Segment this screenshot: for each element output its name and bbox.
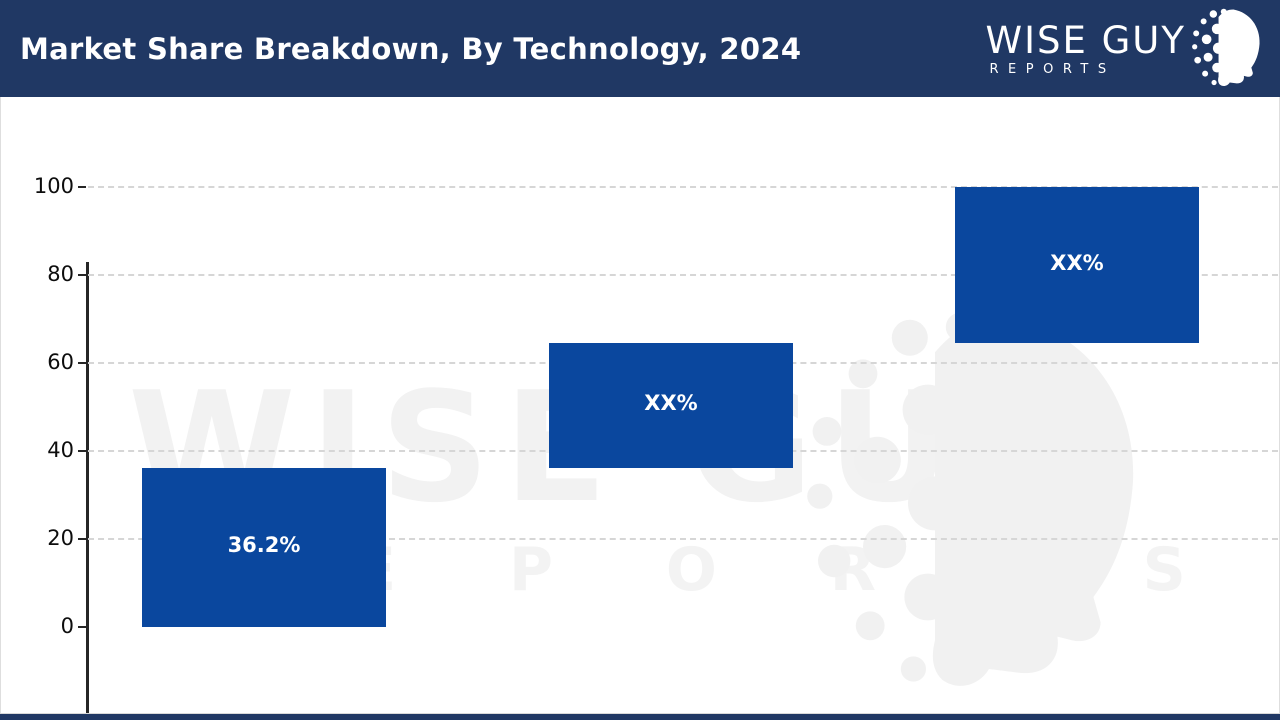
- y-tick-mark: [78, 274, 86, 276]
- bar: [142, 467, 386, 627]
- watermark-head-icon: [807, 312, 1134, 686]
- y-tick-label: 60: [47, 350, 74, 374]
- gridline: [88, 274, 1278, 276]
- y-axis-spine: [86, 262, 89, 720]
- bar: [549, 343, 793, 468]
- footer-hairline: [0, 713, 1280, 714]
- y-tick-mark: [78, 450, 86, 452]
- page-title: Market Share Breakdown, By Technology, 2…: [20, 31, 802, 66]
- logo-head-icon: [1192, 8, 1260, 87]
- y-tick-mark: [78, 362, 86, 364]
- y-tick-label: 20: [47, 526, 74, 550]
- bar-value-label: XX%: [644, 391, 698, 416]
- figure-left-border: [0, 97, 1, 720]
- y-tick-label: 80: [47, 262, 74, 286]
- header-bar: Market Share Breakdown, By Technology, 2…: [0, 0, 1280, 97]
- y-tick-mark: [78, 538, 86, 540]
- y-tick-label: 40: [47, 438, 74, 462]
- logo-subname: REPORTS: [989, 62, 1116, 77]
- gridline: [88, 186, 1278, 188]
- chart-area: WISE GUY R E P O R T S 02040608010036.2%…: [0, 97, 1280, 720]
- y-tick-mark: [78, 186, 86, 188]
- logo-name: WISE GUY: [985, 19, 1186, 62]
- logo-text: WISE GUY REPORTS: [985, 19, 1186, 78]
- logo: WISE GUY REPORTS: [986, 6, 1264, 92]
- y-tick-mark: [78, 626, 86, 628]
- bar-value-label: 36.2%: [227, 533, 301, 558]
- gridline: [88, 538, 1278, 540]
- y-tick-label: 0: [60, 614, 74, 638]
- footer-bar: [0, 714, 1280, 720]
- bar-value-label: XX%: [1050, 251, 1104, 276]
- y-tick-label: 100: [33, 174, 74, 198]
- bar: [955, 187, 1199, 344]
